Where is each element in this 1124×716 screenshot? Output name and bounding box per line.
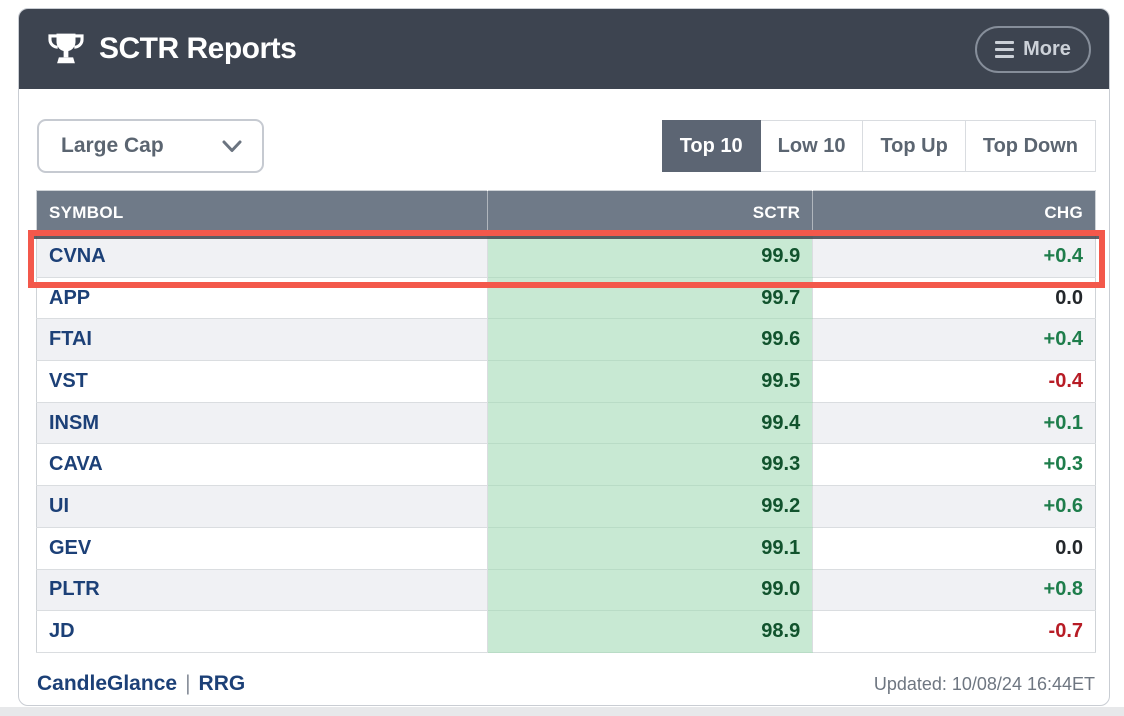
- symbol-cell[interactable]: APP: [36, 277, 488, 320]
- widget-footer: CandleGlance | RRG Updated: 10/08/24 16:44…: [37, 672, 1095, 696]
- sctr-cell: 99.6: [487, 318, 813, 362]
- column-header-symbol: SYMBOL: [36, 190, 488, 236]
- sctr-cell: 99.7: [487, 277, 813, 320]
- symbol-cell[interactable]: FTAI: [36, 318, 488, 362]
- table-row-jd: JD 98.9 -0.7: [36, 610, 1096, 653]
- table-row-insm: INSM 99.4 +0.1: [36, 402, 1096, 445]
- sctr-cell: 99.1: [487, 527, 813, 570]
- candleglance-link[interactable]: CandleGlance: [37, 671, 178, 695]
- table-row-gev: GEV 99.1 0.0: [36, 527, 1096, 570]
- tab-top-10[interactable]: Top 10: [661, 120, 761, 172]
- page-bottom-strip: [0, 707, 1124, 716]
- symbol-cell[interactable]: VST: [36, 360, 488, 403]
- symbol-cell[interactable]: INSM: [36, 402, 488, 445]
- updated-timestamp: Updated: 10/08/24 16:44ET: [873, 673, 1095, 694]
- symbol-cell[interactable]: PLTR: [36, 569, 488, 612]
- trophy-icon: [47, 29, 85, 69]
- cap-group-select-value: Large Cap: [61, 134, 164, 157]
- hamburger-menu-icon: [995, 40, 1015, 58]
- widget-header: SCTR Reports More: [19, 9, 1109, 89]
- more-button-label: More: [1023, 37, 1071, 60]
- column-header-sctr: SCTR: [487, 190, 813, 236]
- chg-cell: +0.8: [812, 569, 1096, 612]
- column-header-chg: CHG: [812, 190, 1096, 236]
- sctr-cell: 99.0: [487, 569, 813, 612]
- rrg-link[interactable]: RRG: [198, 671, 246, 695]
- sctr-table-wrap: SYMBOL SCTR CHG CVNA 99.9 +0.4 APP 99.7 0.0 FT…: [28, 190, 1105, 653]
- sctr-cell: 98.9: [487, 610, 813, 653]
- symbol-cell[interactable]: GEV: [36, 527, 488, 570]
- chg-cell: 0.0: [812, 277, 1096, 320]
- tab-low-10[interactable]: Low 10: [760, 120, 864, 172]
- view-tabs: Top 10 Low 10 Top Up Top Down: [661, 120, 1096, 172]
- table-row-cava: CAVA 99.3 +0.3: [36, 443, 1096, 487]
- table-row-app: APP 99.7 0.0: [36, 277, 1096, 320]
- tab-top-up[interactable]: Top Up: [863, 120, 966, 172]
- chg-cell: +0.4: [812, 318, 1096, 362]
- chg-cell: -0.4: [812, 360, 1096, 403]
- sctr-cell: 99.5: [487, 360, 813, 403]
- table-row-vst: VST 99.5 -0.4: [36, 360, 1096, 403]
- table-header-row: SYMBOL SCTR CHG: [36, 190, 1096, 236]
- tab-top-down[interactable]: Top Down: [965, 120, 1096, 172]
- sctr-cell: 99.3: [487, 443, 813, 487]
- chg-cell: +0.6: [812, 485, 1096, 528]
- symbol-cell[interactable]: UI: [36, 485, 488, 528]
- chg-cell: -0.7: [812, 610, 1096, 653]
- more-button[interactable]: More: [975, 25, 1091, 73]
- symbol-cell[interactable]: CVNA: [36, 235, 488, 278]
- symbol-cell[interactable]: JD: [36, 610, 488, 653]
- table-row-ftai: FTAI 99.6 +0.4: [36, 318, 1096, 362]
- chevron-down-icon: [222, 140, 242, 152]
- chg-cell: 0.0: [812, 527, 1096, 570]
- cap-group-select[interactable]: Large Cap: [37, 119, 264, 173]
- chg-cell: +0.4: [812, 235, 1096, 278]
- widget-title: SCTR Reports: [99, 32, 297, 65]
- sctr-cell: 99.2: [487, 485, 813, 528]
- sctr-table: SYMBOL SCTR CHG CVNA 99.9 +0.4 APP 99.7 0.0 FT…: [36, 190, 1096, 653]
- symbol-cell[interactable]: CAVA: [36, 443, 488, 487]
- link-separator: |: [185, 671, 191, 695]
- controls-row: Large Cap Top 10 Low 10 Top Up Top Down: [37, 119, 1096, 173]
- sctr-cell: 99.9: [487, 235, 813, 278]
- chg-cell: +0.1: [812, 402, 1096, 445]
- chg-cell: +0.3: [812, 443, 1096, 487]
- sctr-reports-widget: SCTR Reports More Large Cap Top 10 Low 10…: [18, 8, 1110, 706]
- table-row-cvna: CVNA 99.9 +0.4: [36, 235, 1096, 278]
- sctr-cell: 99.4: [487, 402, 813, 445]
- table-row-ui: UI 99.2 +0.6: [36, 485, 1096, 528]
- table-row-pltr: PLTR 99.0 +0.8: [36, 569, 1096, 612]
- footer-links: CandleGlance | RRG: [37, 672, 245, 696]
